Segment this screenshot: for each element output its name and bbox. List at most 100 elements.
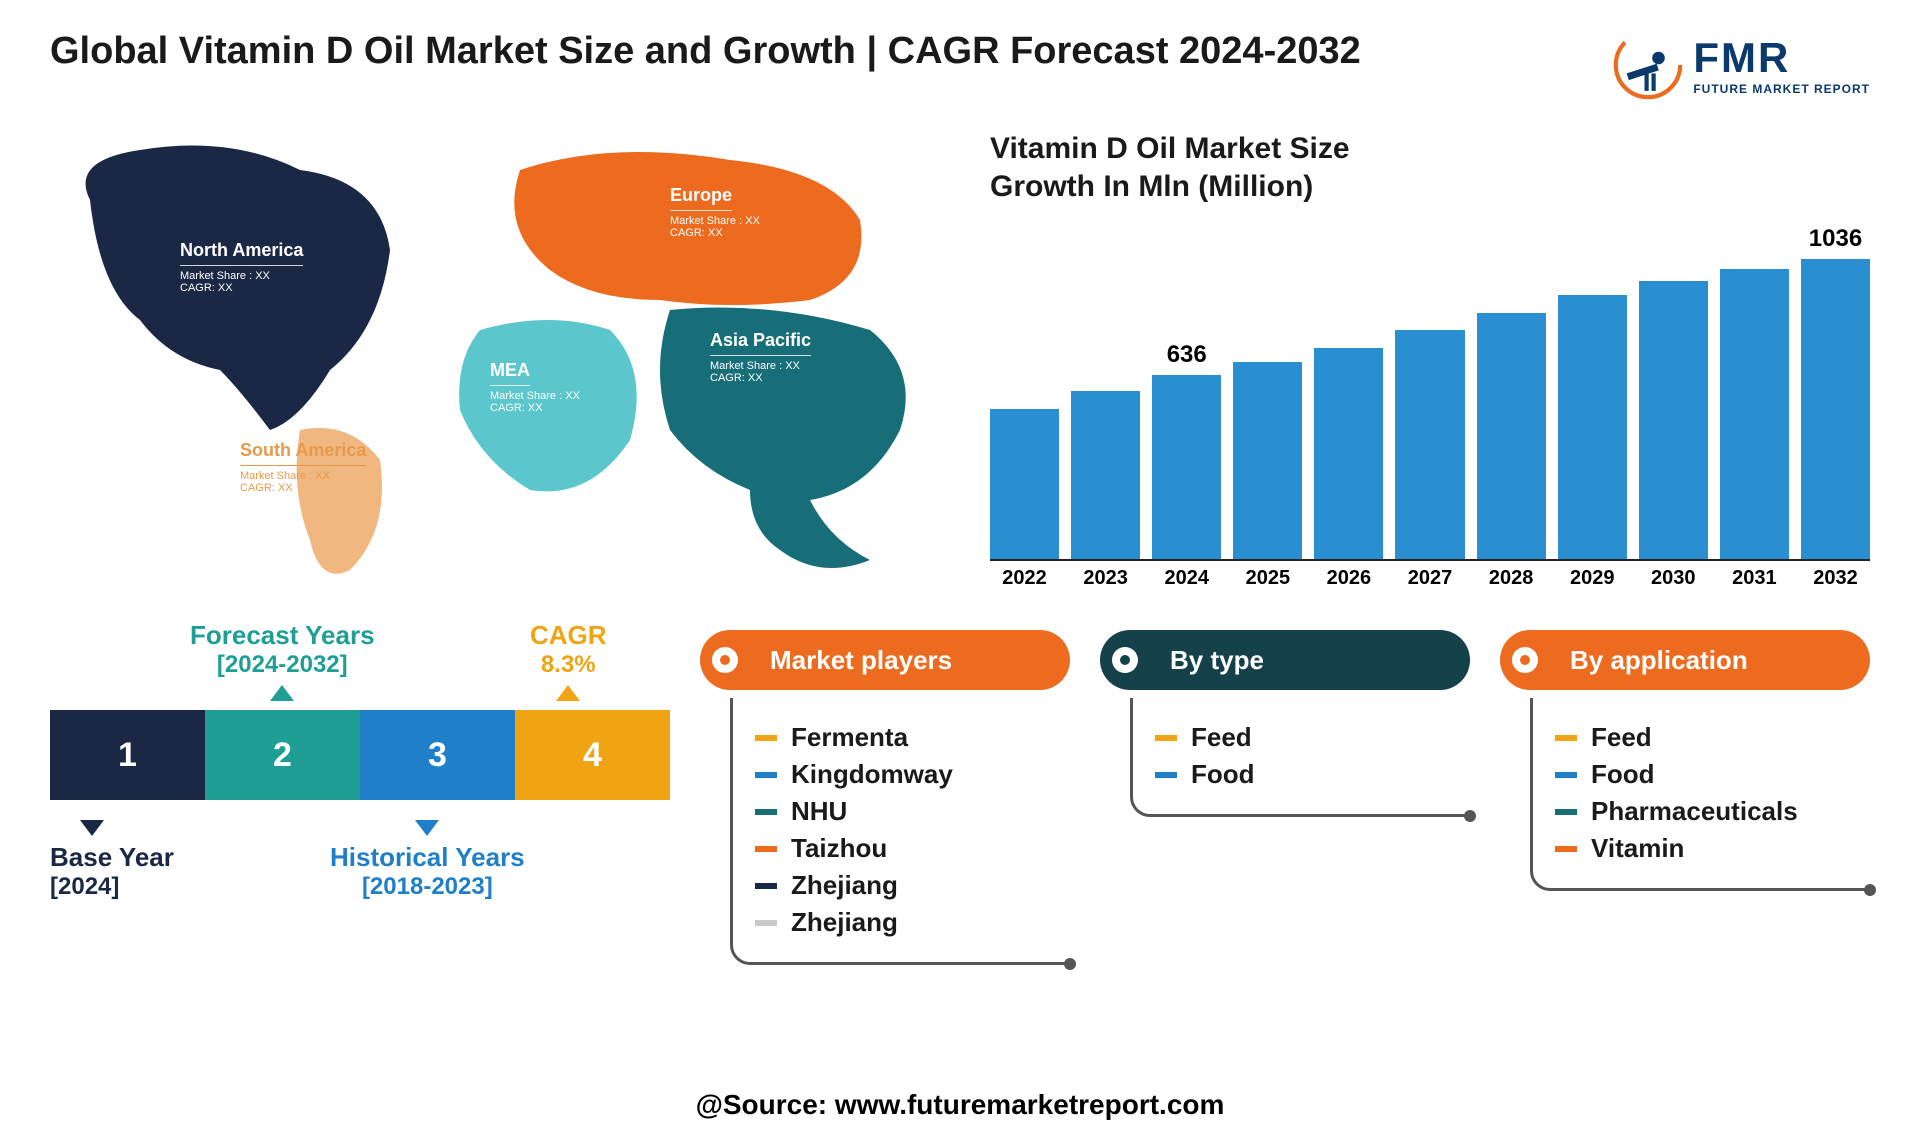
axis-label-2026: 2026 bbox=[1314, 561, 1383, 590]
dash-icon bbox=[1555, 809, 1577, 815]
list-item: Zhejiang bbox=[755, 907, 1058, 938]
fmr-logo: FMR FUTURE MARKET REPORT bbox=[1613, 30, 1870, 100]
region-eu-name: Europe bbox=[670, 185, 732, 211]
list-item: NHU bbox=[755, 796, 1058, 827]
region-sa-share: Market Share : XX bbox=[240, 470, 366, 482]
list-item-label: Food bbox=[1191, 759, 1255, 790]
list-item-label: Zhejiang bbox=[791, 907, 898, 938]
timeline-seg-4: 4 bbox=[515, 710, 670, 800]
axis-label-2022: 2022 bbox=[990, 561, 1059, 590]
bar-2025 bbox=[1233, 362, 1302, 560]
axis-label-2024: 2024 bbox=[1152, 561, 1221, 590]
historical-years-range: [2018-2023] bbox=[330, 873, 525, 901]
bar-2022 bbox=[990, 409, 1059, 560]
list-item-label: Food bbox=[1591, 759, 1655, 790]
dash-icon bbox=[755, 809, 777, 815]
cagr-label: CAGR bbox=[530, 620, 607, 651]
list-item: Feed bbox=[1155, 722, 1458, 753]
forecast-years-label: Forecast Years bbox=[190, 620, 375, 651]
dash-icon bbox=[1555, 772, 1577, 778]
dash-icon bbox=[1155, 772, 1177, 778]
dash-icon bbox=[755, 772, 777, 778]
axis-label-2032: 2032 bbox=[1801, 561, 1870, 590]
region-mea-share: Market Share : XX bbox=[490, 390, 580, 402]
dash-icon bbox=[1555, 846, 1577, 852]
bar-2029 bbox=[1558, 295, 1627, 560]
axis-label-2023: 2023 bbox=[1071, 561, 1140, 590]
axis-label-2025: 2025 bbox=[1233, 561, 1302, 590]
region-sa-name: South America bbox=[240, 440, 366, 466]
region-sa-cagr: CAGR: XX bbox=[240, 482, 366, 494]
region-mea-cagr: CAGR: XX bbox=[490, 402, 580, 414]
pill-market-players: Market players bbox=[700, 630, 1070, 690]
bar-2028 bbox=[1477, 313, 1546, 560]
list-item: Taizhou bbox=[755, 833, 1058, 864]
list-item-label: Fermenta bbox=[791, 722, 908, 753]
dash-icon bbox=[755, 735, 777, 741]
dash-icon bbox=[755, 846, 777, 852]
list-item-label: Vitamin bbox=[1591, 833, 1684, 864]
list-item-label: NHU bbox=[791, 796, 847, 827]
cagr-value: 8.3% bbox=[530, 651, 607, 679]
region-eu-cagr: CAGR: XX bbox=[670, 227, 760, 239]
pill-by-type: By type bbox=[1100, 630, 1470, 690]
telescope-icon bbox=[1613, 30, 1683, 100]
list-item: Food bbox=[1555, 759, 1858, 790]
bar-2032 bbox=[1801, 259, 1870, 560]
logo-text-sub: FUTURE MARKET REPORT bbox=[1693, 82, 1870, 96]
world-map: North America Market Share : XX CAGR: XX… bbox=[50, 130, 950, 590]
historical-years-label: Historical Years bbox=[330, 842, 525, 873]
timeline: Forecast Years [2024-2032] CAGR 8.3% 123… bbox=[50, 630, 670, 965]
chart-title: Vitamin D Oil Market Size Growth In Mln … bbox=[990, 130, 1350, 205]
axis-label-2030: 2030 bbox=[1639, 561, 1708, 590]
list-item-label: Pharmaceuticals bbox=[1591, 796, 1798, 827]
list-item-label: Taizhou bbox=[791, 833, 887, 864]
bar-2031 bbox=[1720, 269, 1789, 560]
list-item: Vitamin bbox=[1555, 833, 1858, 864]
bar-2023 bbox=[1071, 391, 1140, 560]
region-ap-name: Asia Pacific bbox=[710, 330, 811, 356]
timeline-seg-3: 3 bbox=[360, 710, 515, 800]
bar-2024 bbox=[1152, 375, 1221, 560]
market-size-chart: Vitamin D Oil Market Size Growth In Mln … bbox=[990, 130, 1870, 590]
bar-value-2032: 1036 bbox=[1809, 225, 1862, 253]
axis-label-2029: 2029 bbox=[1558, 561, 1627, 590]
timeline-seg-1: 1 bbox=[50, 710, 205, 800]
list-item: Kingdomway bbox=[755, 759, 1058, 790]
region-na-cagr: CAGR: XX bbox=[180, 282, 303, 294]
axis-label-2027: 2027 bbox=[1395, 561, 1464, 590]
list-item: Fermenta bbox=[755, 722, 1058, 753]
list-item-label: Feed bbox=[1591, 722, 1652, 753]
dash-icon bbox=[755, 883, 777, 889]
forecast-years-range: [2024-2032] bbox=[190, 651, 375, 679]
axis-label-2028: 2028 bbox=[1477, 561, 1546, 590]
page-title: Global Vitamin D Oil Market Size and Gro… bbox=[50, 30, 1361, 73]
list-item-label: Zhejiang bbox=[791, 870, 898, 901]
list-item: Pharmaceuticals bbox=[1555, 796, 1858, 827]
pill-by-application: By application bbox=[1500, 630, 1870, 690]
list-item: Zhejiang bbox=[755, 870, 1058, 901]
list-item-label: Kingdomway bbox=[791, 759, 953, 790]
region-ap-cagr: CAGR: XX bbox=[710, 372, 811, 384]
source-line: @Source: www.futuremarketreport.com bbox=[0, 1089, 1920, 1121]
region-ap-share: Market Share : XX bbox=[710, 360, 811, 372]
list-item: Food bbox=[1155, 759, 1458, 790]
bar-value-2024: 636 bbox=[1167, 341, 1207, 369]
list-item: Feed bbox=[1555, 722, 1858, 753]
base-year-range: [2024] bbox=[50, 873, 174, 901]
bar-2027 bbox=[1395, 330, 1464, 560]
dash-icon bbox=[1155, 735, 1177, 741]
bar-2026 bbox=[1314, 348, 1383, 560]
bar-2030 bbox=[1639, 281, 1708, 560]
timeline-seg-2: 2 bbox=[205, 710, 360, 800]
base-year-label: Base Year bbox=[50, 842, 174, 873]
dash-icon bbox=[755, 920, 777, 926]
list-item-label: Feed bbox=[1191, 722, 1252, 753]
region-na-share: Market Share : XX bbox=[180, 270, 303, 282]
logo-text-main: FMR bbox=[1693, 34, 1870, 82]
dash-icon bbox=[1555, 735, 1577, 741]
axis-label-2031: 2031 bbox=[1720, 561, 1789, 590]
region-na-name: North America bbox=[180, 240, 303, 266]
region-eu-share: Market Share : XX bbox=[670, 215, 760, 227]
region-mea-name: MEA bbox=[490, 360, 530, 386]
